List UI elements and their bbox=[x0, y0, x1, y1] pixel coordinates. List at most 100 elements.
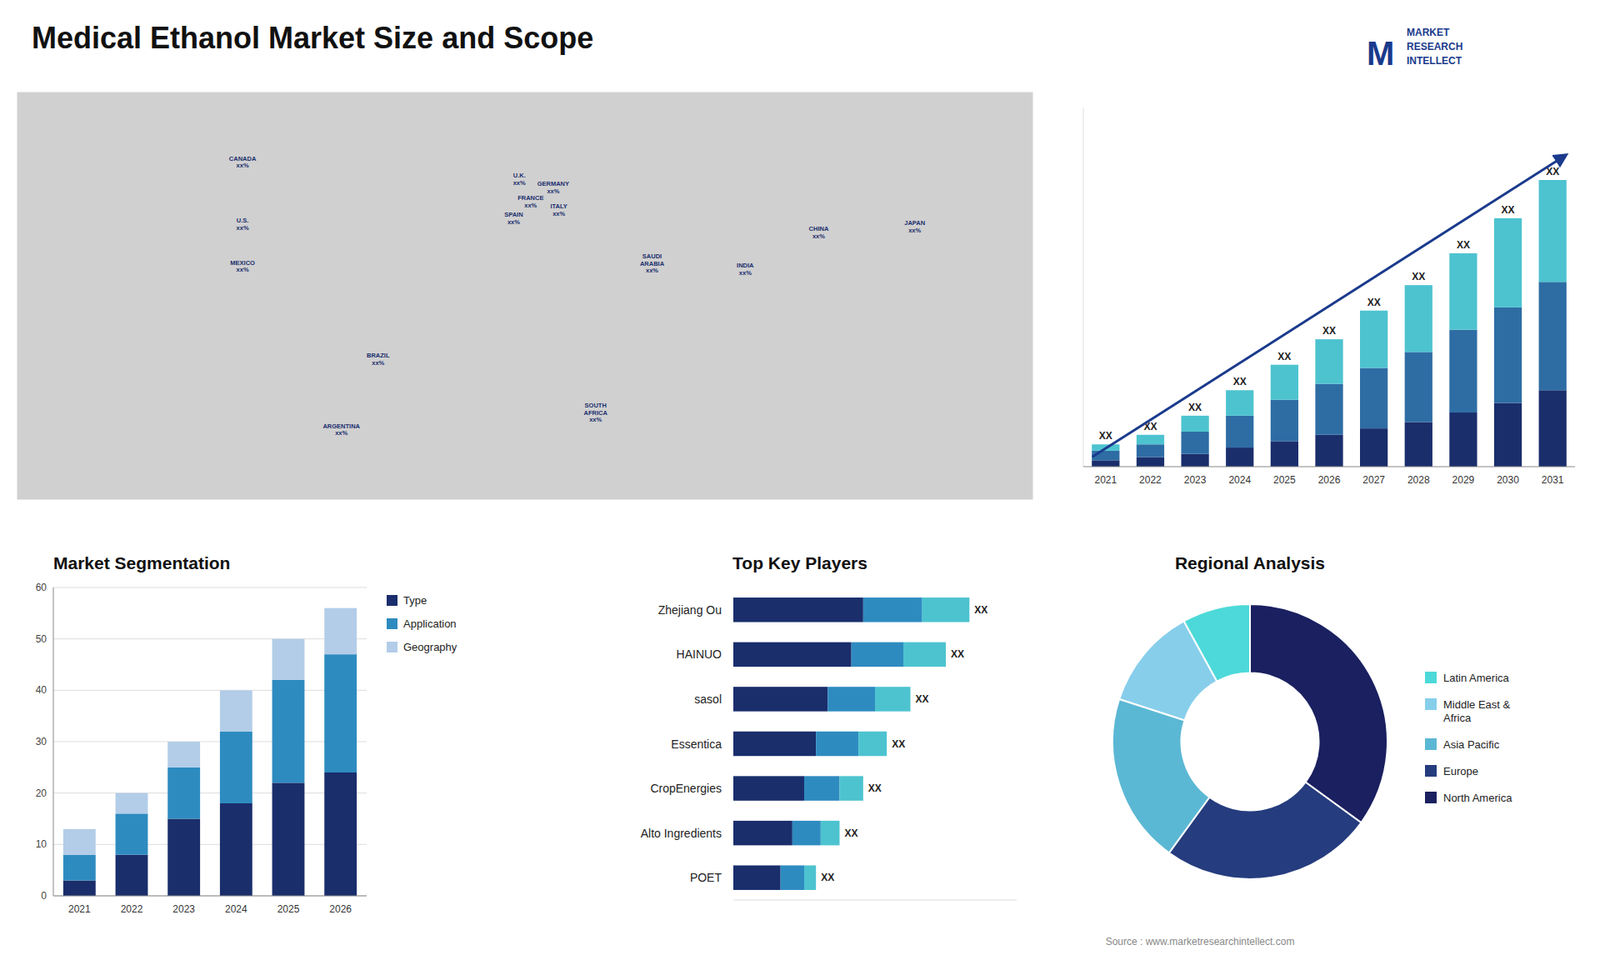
x-tick-label: 2023 bbox=[1184, 474, 1207, 486]
map-label: JAPANxx% bbox=[904, 219, 925, 235]
bar-segment bbox=[63, 880, 96, 897]
bar-segment bbox=[1405, 351, 1433, 422]
legend-swatch bbox=[1425, 738, 1437, 750]
map-label: SOUTHAFRICAxx% bbox=[584, 401, 609, 424]
bar-segment bbox=[840, 775, 864, 800]
y-tick-label: POET bbox=[690, 870, 723, 885]
total-label: XX bbox=[1501, 204, 1515, 216]
bar-segment bbox=[1180, 454, 1209, 467]
bar-segment bbox=[1494, 403, 1522, 467]
grid-line bbox=[53, 741, 367, 743]
x-tick-label: 2029 bbox=[1452, 474, 1475, 486]
y-tick-label: 50 bbox=[35, 633, 48, 645]
x-tick-label: 2026 bbox=[1318, 474, 1341, 486]
x-tick-label: 2023 bbox=[172, 903, 195, 915]
map-label: FRANCExx% bbox=[517, 194, 544, 210]
bar-segment bbox=[733, 686, 828, 711]
total-label: XX bbox=[1277, 350, 1291, 363]
legend-swatch bbox=[1425, 698, 1437, 710]
legend-label: Application bbox=[403, 617, 457, 630]
total-label: XX bbox=[974, 604, 988, 616]
bar-segment bbox=[903, 642, 946, 667]
x-tick-label: 2025 bbox=[277, 903, 300, 915]
legend-label: Latin America bbox=[1443, 671, 1510, 685]
x-tick-label: 2021 bbox=[68, 903, 91, 915]
trend-arrow bbox=[1092, 155, 1567, 457]
y-tick-label: Alto Ingredients bbox=[640, 826, 722, 840]
total-label: XX bbox=[1322, 325, 1336, 337]
map-label: GERMANYxx% bbox=[537, 180, 570, 195]
legend-label-line: Africa bbox=[1443, 711, 1472, 725]
map-label-value: xx% bbox=[645, 266, 659, 275]
y-tick-label: CropEnergies bbox=[650, 781, 722, 795]
bar-segment bbox=[63, 829, 96, 855]
bar-segment bbox=[733, 820, 793, 845]
bar-segment bbox=[1539, 390, 1567, 467]
grid-line bbox=[53, 792, 367, 794]
map-label: CANADAxx% bbox=[229, 155, 257, 170]
bar-segment bbox=[1494, 218, 1522, 308]
x-axis-line bbox=[1083, 466, 1575, 468]
bar-segment bbox=[733, 597, 864, 622]
legend-swatch bbox=[1425, 765, 1437, 777]
legend-label: North America bbox=[1443, 791, 1513, 805]
map-label-value: xx% bbox=[546, 187, 560, 195]
bar-segment bbox=[733, 865, 781, 890]
logo-word: RESEARCH bbox=[1406, 40, 1463, 53]
y-tick-label: 30 bbox=[35, 735, 48, 748]
legend-label: Europe bbox=[1443, 765, 1479, 778]
legend-label-line: Latin America bbox=[1443, 671, 1510, 685]
y-axis-line bbox=[53, 587, 55, 896]
legend-swatch bbox=[1425, 671, 1437, 684]
bar-segment bbox=[167, 819, 200, 897]
map-label-value: xx% bbox=[507, 218, 520, 226]
x-tick-label: 2030 bbox=[1496, 474, 1520, 486]
bar-segment bbox=[827, 686, 875, 711]
bar-segment bbox=[115, 855, 149, 896]
bar-segment bbox=[272, 639, 305, 680]
bar-segment bbox=[1539, 180, 1567, 282]
total-label: XX bbox=[891, 738, 905, 750]
y-tick-label: HAINUO bbox=[676, 647, 723, 661]
x-tick-label: 2024 bbox=[1228, 474, 1251, 486]
bar-segment bbox=[63, 855, 96, 881]
bar-segment bbox=[922, 597, 970, 622]
total-label: XX bbox=[820, 871, 835, 884]
bar-segment bbox=[820, 820, 840, 845]
bar-segment bbox=[1405, 285, 1433, 352]
legend-label: Type bbox=[403, 594, 427, 607]
infographic: Medical Ethanol Market Size and ScopeMMA… bbox=[0, 0, 1600, 955]
bar-segment bbox=[1405, 421, 1433, 467]
bar-segment bbox=[1270, 440, 1299, 467]
map-label: ARGENTINAxx% bbox=[322, 422, 360, 437]
legend-label-line: Asia Pacific bbox=[1443, 738, 1500, 751]
bar-segment bbox=[1225, 447, 1254, 467]
total-label: XX bbox=[1188, 401, 1202, 414]
bar-segment bbox=[1494, 307, 1522, 404]
logo-word: MARKET bbox=[1406, 26, 1450, 39]
x-tick-label: 2022 bbox=[1139, 474, 1162, 486]
logo-mark: M bbox=[1366, 35, 1395, 72]
x-axis-line bbox=[53, 895, 367, 897]
map-label: ITALYxx% bbox=[550, 202, 567, 218]
y-tick-label: sasol bbox=[694, 692, 722, 706]
chart-title: Market Segmentation bbox=[53, 553, 230, 573]
bar-segment bbox=[272, 680, 305, 783]
map-label-value: xx% bbox=[335, 429, 348, 437]
bar-segment bbox=[1315, 339, 1343, 385]
total-label: XX bbox=[1456, 239, 1470, 251]
legend: Latin AmericaMiddle East &AfricaAsia Pac… bbox=[1425, 671, 1513, 805]
map-label-value: xx% bbox=[236, 161, 250, 170]
bar-segment bbox=[1180, 431, 1209, 455]
map-label-name: SAUDIARABIA bbox=[640, 252, 665, 268]
legend-swatch bbox=[386, 595, 398, 606]
x-tick-label: 2028 bbox=[1407, 474, 1430, 486]
bar-segment bbox=[851, 642, 904, 667]
bar-segment bbox=[324, 608, 357, 655]
bar-chart: 0102030405060202120222023202420252026Mar… bbox=[35, 553, 458, 915]
map-land bbox=[16, 91, 1034, 500]
pie-wedge bbox=[1250, 604, 1388, 823]
bar-segment bbox=[1270, 400, 1299, 442]
legend-label-line: Europe bbox=[1443, 765, 1479, 778]
map-label: U.K.xx% bbox=[513, 171, 526, 187]
